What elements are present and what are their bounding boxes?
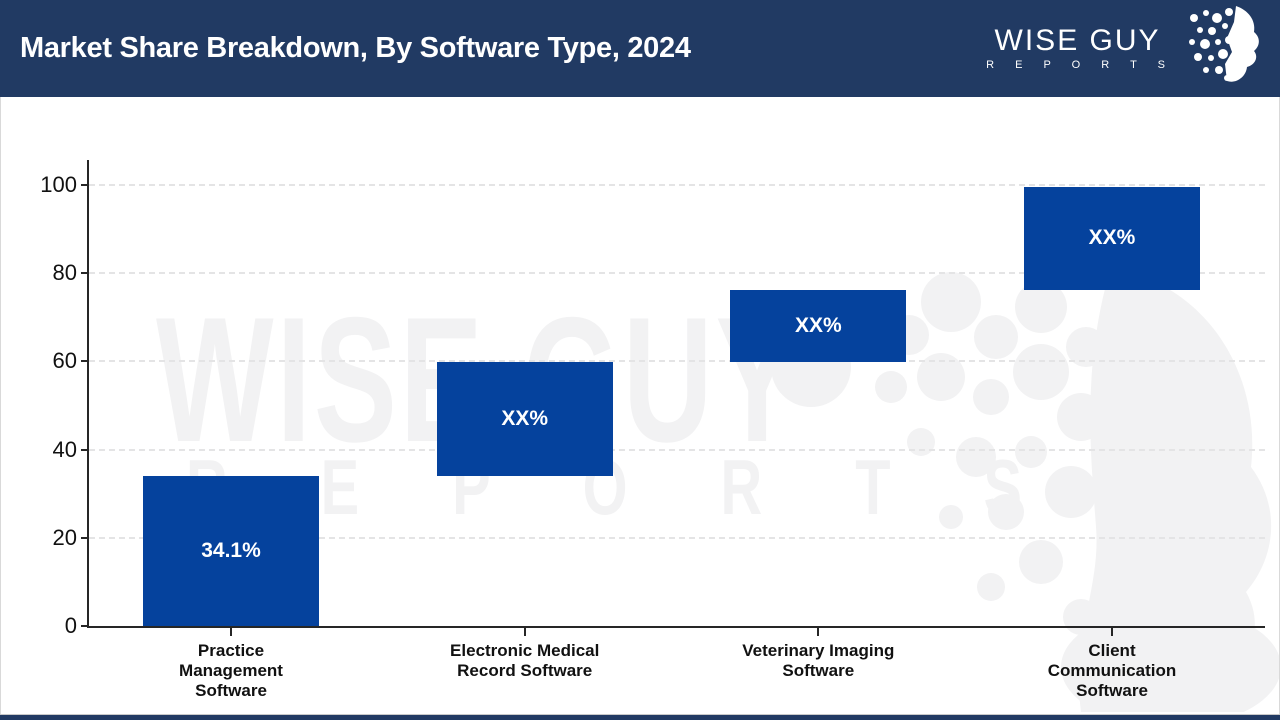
page-title: Market Share Breakdown, By Software Type… (20, 32, 691, 64)
gridline (89, 448, 1265, 451)
footer-bar (0, 714, 1280, 720)
x-axis-category-line: Communication (1047, 661, 1177, 680)
y-axis-tick-label: 100 (40, 172, 77, 197)
y-axis-tick-label: 40 (52, 436, 77, 462)
gridline (89, 272, 1265, 275)
brand-logo: WISE GUY R E P O R T S (981, 4, 1280, 93)
x-axis-category-line: Electronic Medical (450, 641, 600, 660)
y-axis-tick-label: 80 (52, 260, 77, 286)
brand-name: WISE GUY (994, 24, 1161, 57)
x-axis-category-line: Software (782, 661, 855, 680)
x-axis-tick-mark (817, 628, 820, 636)
waterfall-bar-1: 34.1% (143, 475, 319, 626)
waterfall-bar-4: XX% (1024, 186, 1200, 290)
x-axis-category-label: Veterinary Imaging Software (742, 641, 894, 681)
y-axis-tick-mark (81, 184, 89, 186)
y-axis-tick-label: 0 (64, 613, 77, 638)
gridline (89, 536, 1265, 539)
gridline (89, 184, 1265, 186)
y-axis-tick-label: 20 (52, 524, 77, 550)
chart-canvas: WISE GUY R E P O R T S 0 20 40 60 80 100 34.1%… (0, 97, 1280, 714)
y-axis-tick-mark (81, 625, 89, 627)
header-bar: Market Share Breakdown, By Software Type… (0, 0, 1280, 97)
x-axis-category-label: Practice Management Software (179, 641, 283, 701)
x-axis-category-line: Management (179, 661, 283, 680)
y-axis-tick-mark (81, 448, 89, 451)
x-axis-tick-mark (523, 628, 526, 636)
x-axis-tick-mark (1111, 628, 1113, 636)
brand-subtitle: R E P O R T S (986, 59, 1174, 71)
bar-value-label: XX% (794, 313, 842, 337)
x-axis-category-line: Software (195, 681, 267, 700)
x-axis-category-line: Client (1088, 641, 1136, 660)
brand-logo-text: WISE GUY R E P O R T S (981, 24, 1174, 72)
x-axis-category-label: Electronic Medical Record Software (450, 641, 599, 681)
brand-face-icon (1180, 4, 1266, 93)
y-axis-line (87, 160, 89, 628)
x-axis-category-line: Software (1076, 681, 1148, 700)
x-axis-tick-mark (230, 628, 232, 636)
waterfall-bar-3: XX% (730, 289, 907, 362)
y-axis-tick-mark (81, 272, 89, 275)
gridline (89, 360, 1265, 363)
y-axis-tick-mark (81, 360, 89, 363)
x-axis-category-line: Veterinary Imaging (742, 641, 895, 660)
y-axis-tick-label: 60 (52, 348, 77, 374)
waterfall-bar-2: XX% (436, 361, 613, 476)
x-axis-category-line: Record Software (457, 661, 593, 680)
bar-value-label: XX% (1088, 226, 1136, 250)
x-axis-line (87, 626, 1265, 628)
y-axis-tick-mark (81, 536, 89, 539)
bar-value-label: XX% (501, 406, 549, 430)
x-axis-category-line: Practice (197, 641, 265, 660)
x-axis-category-label: Client Communication Software (1048, 641, 1176, 701)
bar-value-label: 34.1% (201, 538, 261, 562)
